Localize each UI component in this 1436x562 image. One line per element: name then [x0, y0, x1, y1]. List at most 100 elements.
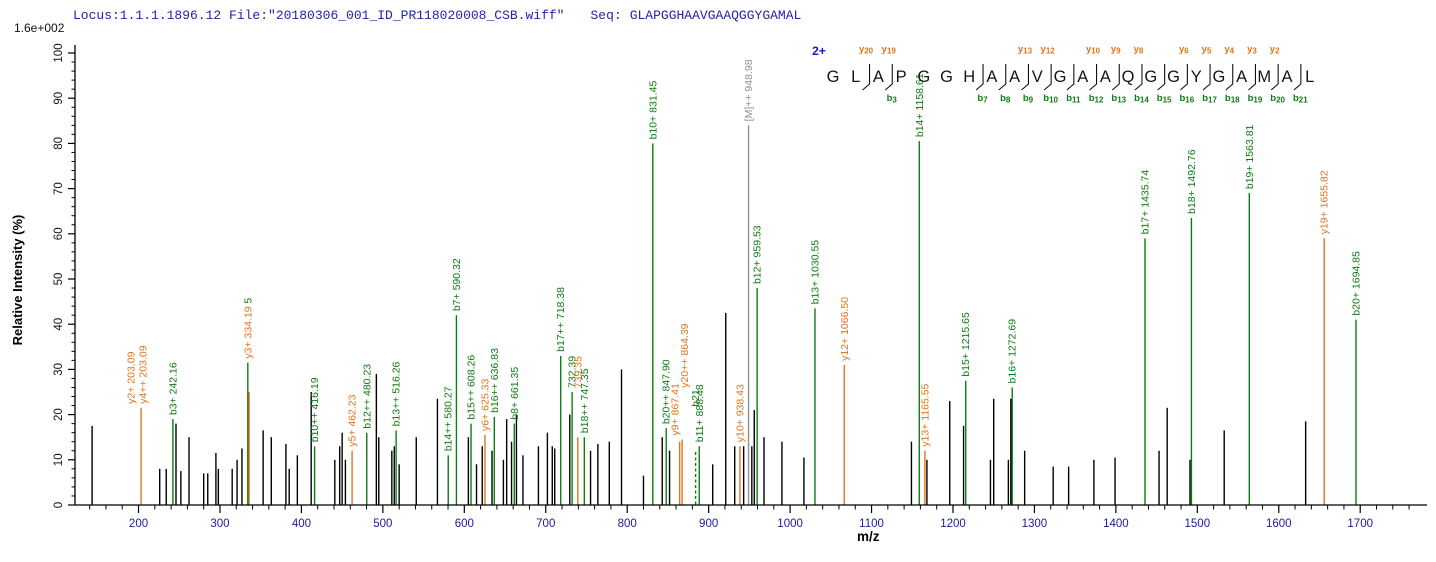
peak-label: b18+ 1492.76 [1186, 149, 1198, 214]
peaks-group [91, 125, 1357, 505]
residue-letter: M [1257, 68, 1271, 86]
b-ion-tag: b3 [887, 93, 898, 105]
cleavage-mark [1021, 64, 1029, 91]
peak-label: b12+ 959.53 [752, 225, 764, 284]
x-tick-label: 500 [373, 518, 392, 530]
y-ion-tag: y6 [1179, 44, 1189, 56]
b-ion-tag: b13 [1111, 93, 1126, 105]
peak-label: b10++ 416.19 [309, 377, 321, 442]
peak-label: y19+ 1655.82 [1319, 170, 1331, 234]
axes-group: 200 300 400 500 600 700 800 900 1000 1100 1200 1300… [10, 43, 1427, 544]
residue-letter: A [1236, 68, 1247, 86]
peak-label: y13+ 1165.55 [919, 383, 931, 446]
precursor-charge-label: 2+ [812, 44, 826, 58]
b-ion-tag: b14 [1134, 93, 1149, 105]
y-ion-tag: y20 [859, 44, 874, 56]
x-tick-label: 1700 [1347, 518, 1373, 530]
residue-letter: A [873, 68, 884, 86]
residue-letter: Q [1122, 68, 1135, 86]
x-tick-label: 1400 [1103, 518, 1129, 530]
peak-label: b3+ 242.16 [167, 362, 179, 415]
peak-label: [M]++ 948.98 [743, 59, 755, 121]
y-tick-label: 40 [53, 318, 65, 331]
peak-label: y4++ 203.09 [138, 345, 150, 404]
y-ion-tag: y10 [1086, 44, 1101, 56]
cleavage-mark [998, 64, 1007, 91]
peak-label: b13+ 1030.55 [809, 240, 821, 305]
locus-file-text: Locus:1.1.1.1896.12 File:"20180306_001_I… [73, 8, 565, 23]
residue-letter: L [1305, 68, 1314, 86]
x-tick-label: 300 [210, 518, 229, 530]
x-tick-label: 1000 [777, 518, 803, 530]
peak-label: y9+ 867.41 [670, 383, 682, 435]
y-tick-label: 20 [53, 408, 65, 421]
residue-letter: A [1281, 68, 1292, 86]
cleavage-mark [1089, 64, 1098, 91]
y-axis-title: Relative Intensity (%) [10, 215, 25, 346]
intensity-scale-note: 1.6e+002 [14, 21, 65, 35]
x-tick-label: 1500 [1185, 518, 1211, 530]
seq-label: Seq: [590, 8, 622, 23]
peak-label: b20+ 1694.85 [1351, 251, 1363, 316]
y-ion-tag: y2 [1270, 44, 1280, 56]
peak-label: y5+ 462.23 [347, 394, 359, 446]
b-ion-tag: b9 [1023, 93, 1034, 105]
peak-label: y20++ 864.39 [679, 323, 691, 387]
cleavage-mark [1134, 64, 1143, 91]
x-tick-label: 800 [618, 518, 637, 530]
b-ion-tag: b18 [1225, 93, 1240, 105]
y-tick-label: 30 [53, 363, 65, 376]
residue-letter: G [1054, 68, 1067, 86]
cleavage-mark [884, 64, 893, 91]
y-tick-label: 0 [53, 502, 65, 508]
cleavage-mark [1270, 64, 1279, 91]
residue-letter: G [827, 68, 840, 86]
residue-letter: G [917, 68, 930, 86]
peak-label: b17++ 718.38 [555, 287, 567, 352]
b-ion-tag: b11 [1066, 93, 1081, 105]
peak-label: b14++ 580.27 [443, 386, 455, 451]
b-ion-tag: b15 [1157, 93, 1172, 105]
cleavage-mark [1179, 64, 1188, 91]
y-tick-label: 80 [53, 137, 65, 150]
cleavage-mark [1225, 64, 1234, 91]
cleavage-mark [1111, 64, 1120, 91]
y-tick-label: 90 [53, 92, 65, 105]
x-tick-label: 1100 [859, 518, 884, 530]
b-ion-tag: b10 [1043, 93, 1058, 105]
y-ion-tag: y9 [1111, 44, 1121, 56]
peak-label: b17+ 1435.74 [1139, 170, 1151, 235]
y-tick-label: 50 [53, 273, 65, 286]
y-tick-label: 100 [53, 43, 65, 62]
y-ion-tag: y13 [1018, 44, 1033, 56]
residue-letter: A [1100, 68, 1111, 86]
residue-letter: Y [1191, 68, 1202, 86]
peak-label: y6+ 625.33 [479, 379, 491, 431]
residue-letter: G [1212, 68, 1225, 86]
b-ion-tag: b16 [1179, 93, 1194, 105]
residue-letter: V [1032, 68, 1043, 86]
residue-letter: G [1144, 68, 1157, 86]
b-ion-tag: b20 [1270, 93, 1285, 105]
x-tick-label: 1200 [940, 518, 966, 530]
x-tick-label: 200 [129, 518, 148, 530]
peak-label: b15++ 608.26 [466, 355, 478, 420]
residue-letter: P [896, 68, 907, 86]
residue-letter: A [1009, 68, 1020, 86]
cleavage-mark [1066, 64, 1075, 91]
peak-label: b21 [690, 389, 702, 407]
cleavage-mark [1248, 64, 1256, 91]
x-tick-label: 900 [699, 518, 718, 530]
x-tick-label: 400 [292, 518, 311, 530]
y-tick-label: 60 [53, 227, 65, 240]
cleavage-mark [1293, 64, 1302, 91]
y-tick-label: 10 [53, 453, 65, 466]
peak-label: b10+ 831.45 [647, 81, 659, 140]
y-ion-tag: y4 [1224, 44, 1234, 56]
residue-letter: A [1077, 68, 1088, 86]
b-ion-tag: b8 [1000, 93, 1011, 105]
peak-label: y10+ 938.43 [734, 384, 746, 442]
x-axis-title: m/z [857, 529, 880, 544]
